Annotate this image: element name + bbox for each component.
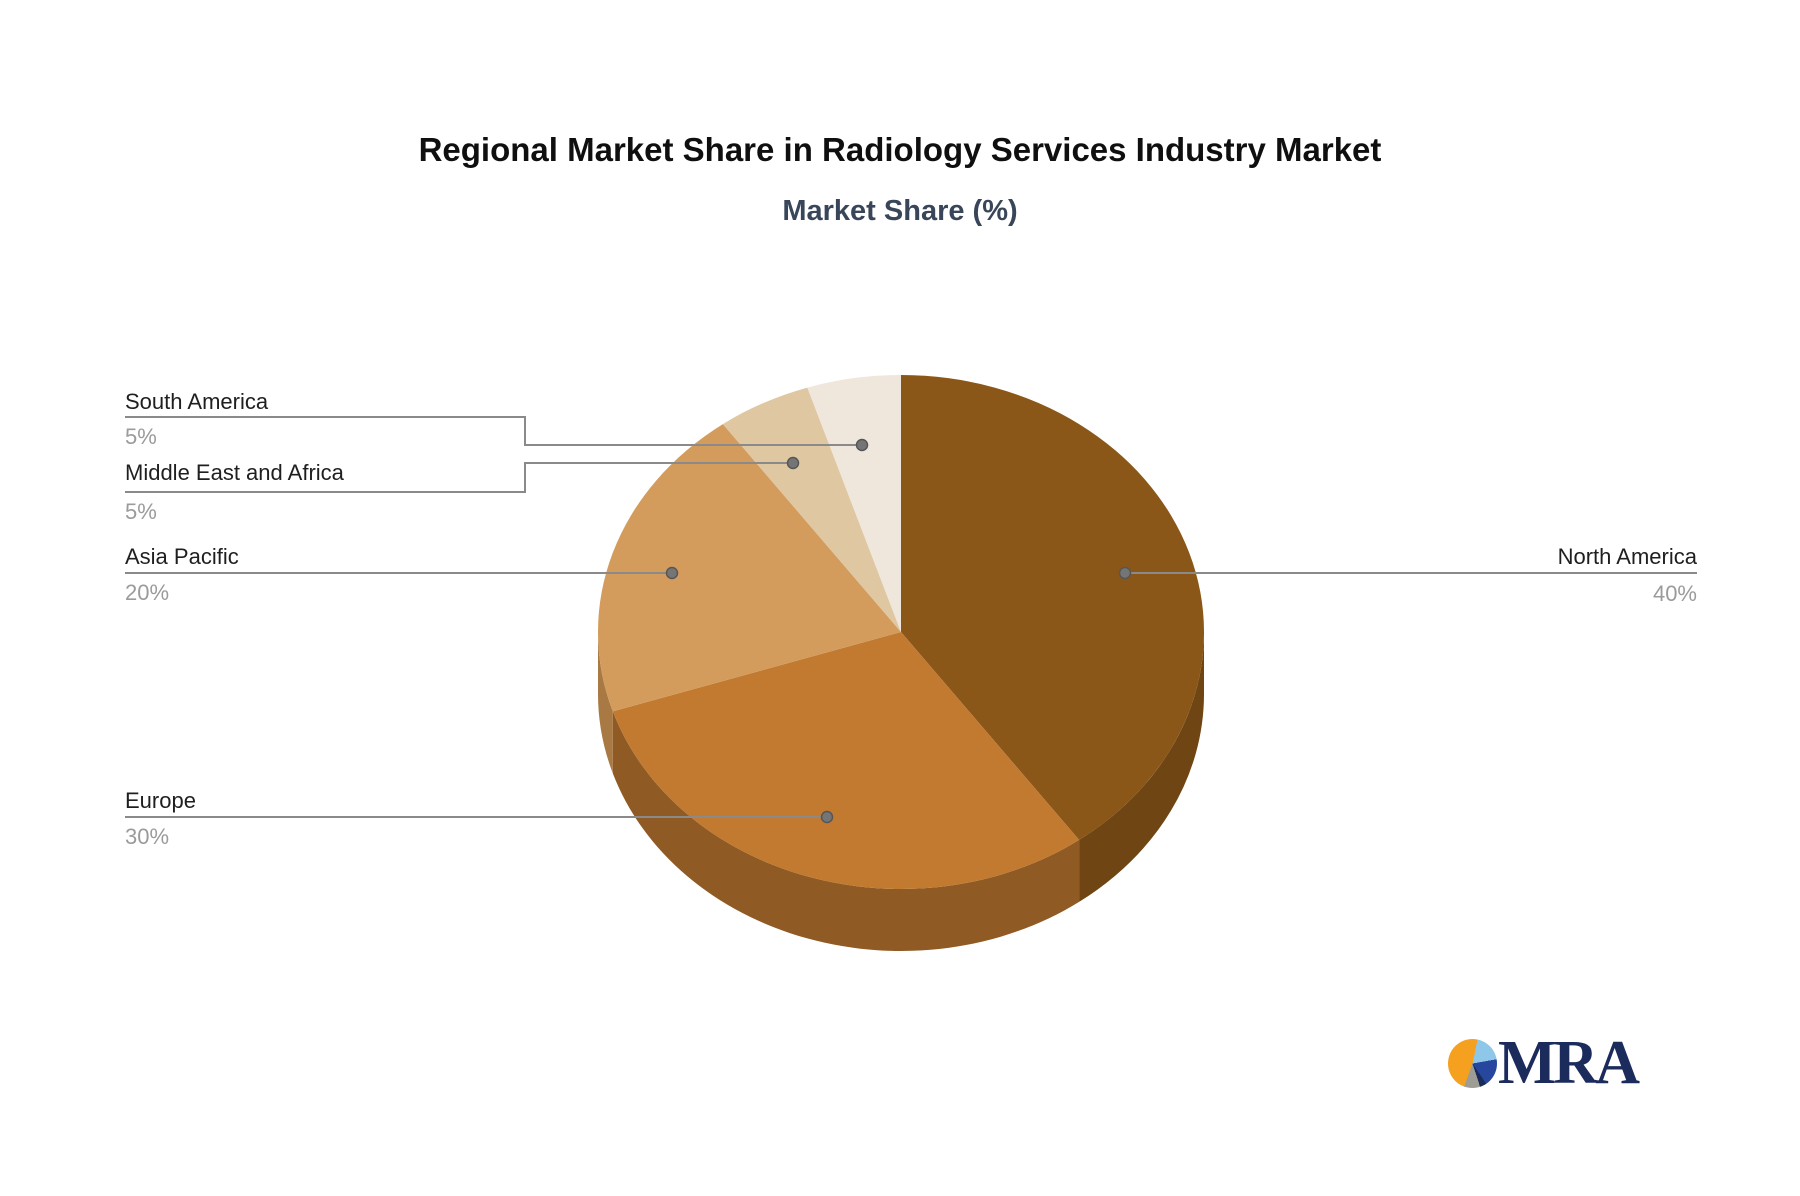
callout-value-2: 20% <box>125 580 170 605</box>
callout-name-0: North America <box>1557 544 1697 569</box>
callout-value-0: 40% <box>1652 581 1697 606</box>
leader-line-4 <box>125 416 862 446</box>
chart-subtitle: Market Share (%) <box>782 195 1018 227</box>
leader-dot-3 <box>786 456 800 470</box>
leader-dot-0 <box>1118 566 1132 580</box>
callout-value-4: 5% <box>125 424 157 449</box>
pie-slice-1[interactable] <box>612 632 1080 889</box>
leader-dot-1 <box>820 810 834 824</box>
leader-line-3 <box>125 462 793 493</box>
pie-slice-3[interactable] <box>722 387 901 632</box>
pie-slice-2[interactable] <box>598 424 901 712</box>
callout-value-3: 5% <box>125 499 157 524</box>
callout-name-1: Europe <box>125 788 196 813</box>
pie-slice-4[interactable] <box>807 375 901 632</box>
logo-pie-icon <box>1448 1038 1497 1088</box>
brand-logo: MRA <box>1448 1029 1640 1097</box>
pie-wall-2 <box>598 632 613 774</box>
pie-slice-0[interactable] <box>901 375 1204 840</box>
leader-dot-4 <box>855 438 869 452</box>
pie-wall-1 <box>612 711 1080 951</box>
callout-name-4: South America <box>125 389 269 414</box>
logo-text: MRA <box>1498 1029 1640 1097</box>
leader-dot-2 <box>665 566 679 580</box>
chart-title: Regional Market Share in Radiology Servi… <box>418 131 1382 168</box>
callout-name-2: Asia Pacific <box>125 544 239 569</box>
pie-wall-0 <box>1079 632 1204 902</box>
callout-value-1: 30% <box>125 824 170 849</box>
callout-name-3: Middle East and Africa <box>125 460 344 485</box>
